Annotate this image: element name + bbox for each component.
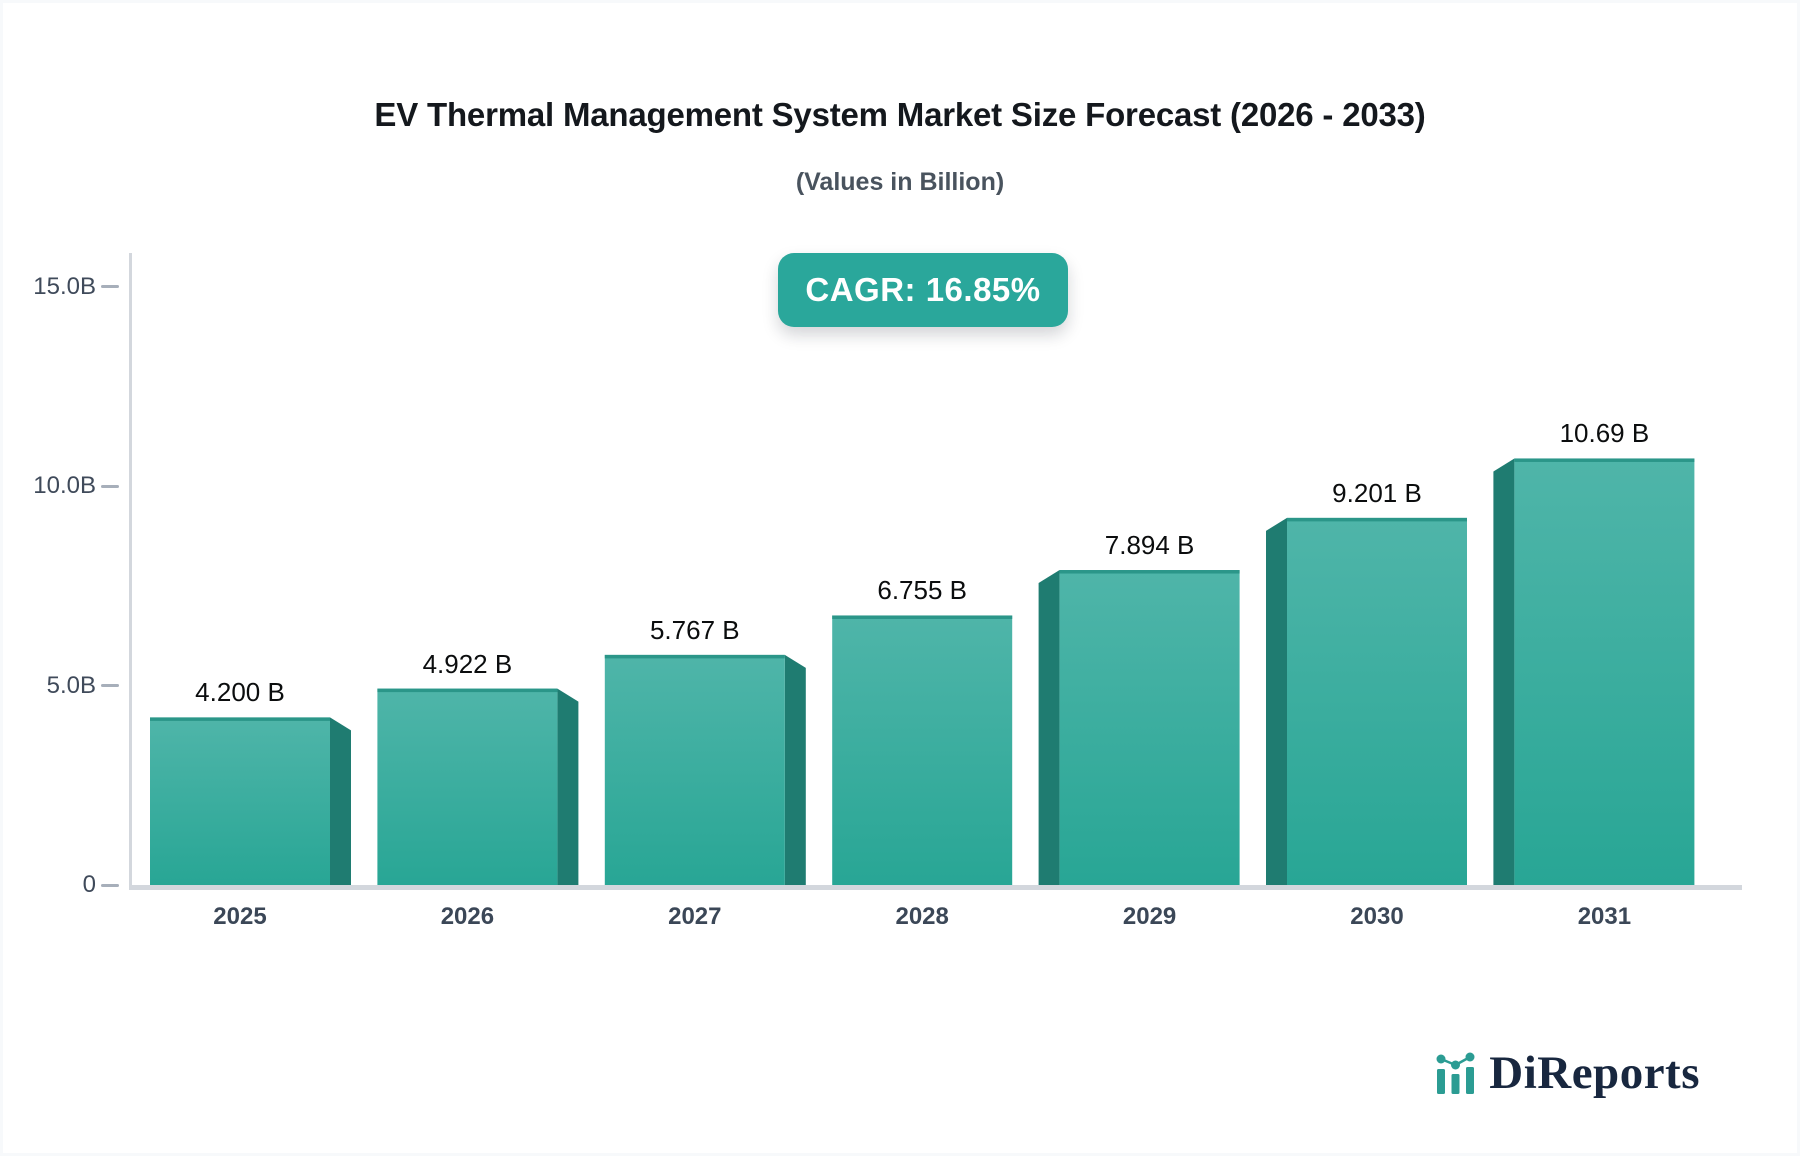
x-axis-label-2028: 2028 [895,903,949,930]
bar-top-edge [377,688,558,693]
bar-top-edge [832,615,1013,619]
x-axis-baseline [129,885,1742,890]
y-tick-label: 0 [82,871,96,898]
bar-value-label: 6.755 B [877,575,967,606]
mini-chart-icon [1436,1052,1475,1094]
bar-2028 [832,615,1013,885]
bar-side-2031 [1493,458,1515,885]
bar-top-edge [1514,458,1695,462]
bar-2029 [1059,570,1240,885]
y-axis-line [129,253,132,889]
bar-2031 [1514,458,1695,885]
y-tick-label: 15.0B [33,272,96,300]
y-tick-mark [101,484,119,488]
logo-text: DiReports [1489,1047,1700,1099]
bar-2025 [150,717,330,885]
bar-2026 [377,688,558,885]
bar-value-label: 9.201 B [1332,477,1422,508]
bar-top-edge [604,654,785,659]
bar-value-label: 5.767 B [649,614,740,645]
y-tick-mark [101,285,119,288]
x-axis-label-2029: 2029 [1122,903,1177,930]
bar-2030 [1287,517,1467,885]
y-tick-mark [101,684,119,687]
chart-title: EV Thermal Management System Market Size… [374,96,1426,133]
bar-value-label: 4.922 B [422,648,513,679]
x-axis-label-2031: 2031 [1577,903,1632,930]
bar-side-2025 [330,717,351,885]
y-tick-label: 5.0B [46,671,96,699]
cagr-badge-label: CAGR: 16.85% [805,271,1041,308]
y-tick-label: 10.0B [33,472,96,499]
logo: DiReports [1434,1046,1700,1100]
bar-side-2027 [784,654,806,885]
x-axis-label-2030: 2030 [1350,903,1404,930]
bar-value-label: 10.69 B [1559,418,1650,449]
bar-top-edge [1059,570,1240,574]
bar-2027 [604,654,785,885]
bar-top-edge [150,717,330,721]
x-axis-label-2026: 2026 [440,903,495,930]
bar-value-label: 7.894 B [1104,530,1195,561]
x-axis-label-2025: 2025 [213,903,267,930]
bar-top-edge [1287,517,1467,522]
bar-value-label: 4.200 B [195,677,285,708]
x-axis-label-2027: 2027 [668,903,722,930]
bar-side-2026 [557,688,579,885]
chart-subtitle: (Values in Billion) [795,168,1005,196]
y-tick-mark [101,883,119,887]
bar-side-2030 [1266,517,1287,885]
cagr-badge: CAGR: 16.85% [778,253,1068,327]
bar-side-2029 [1038,570,1060,885]
